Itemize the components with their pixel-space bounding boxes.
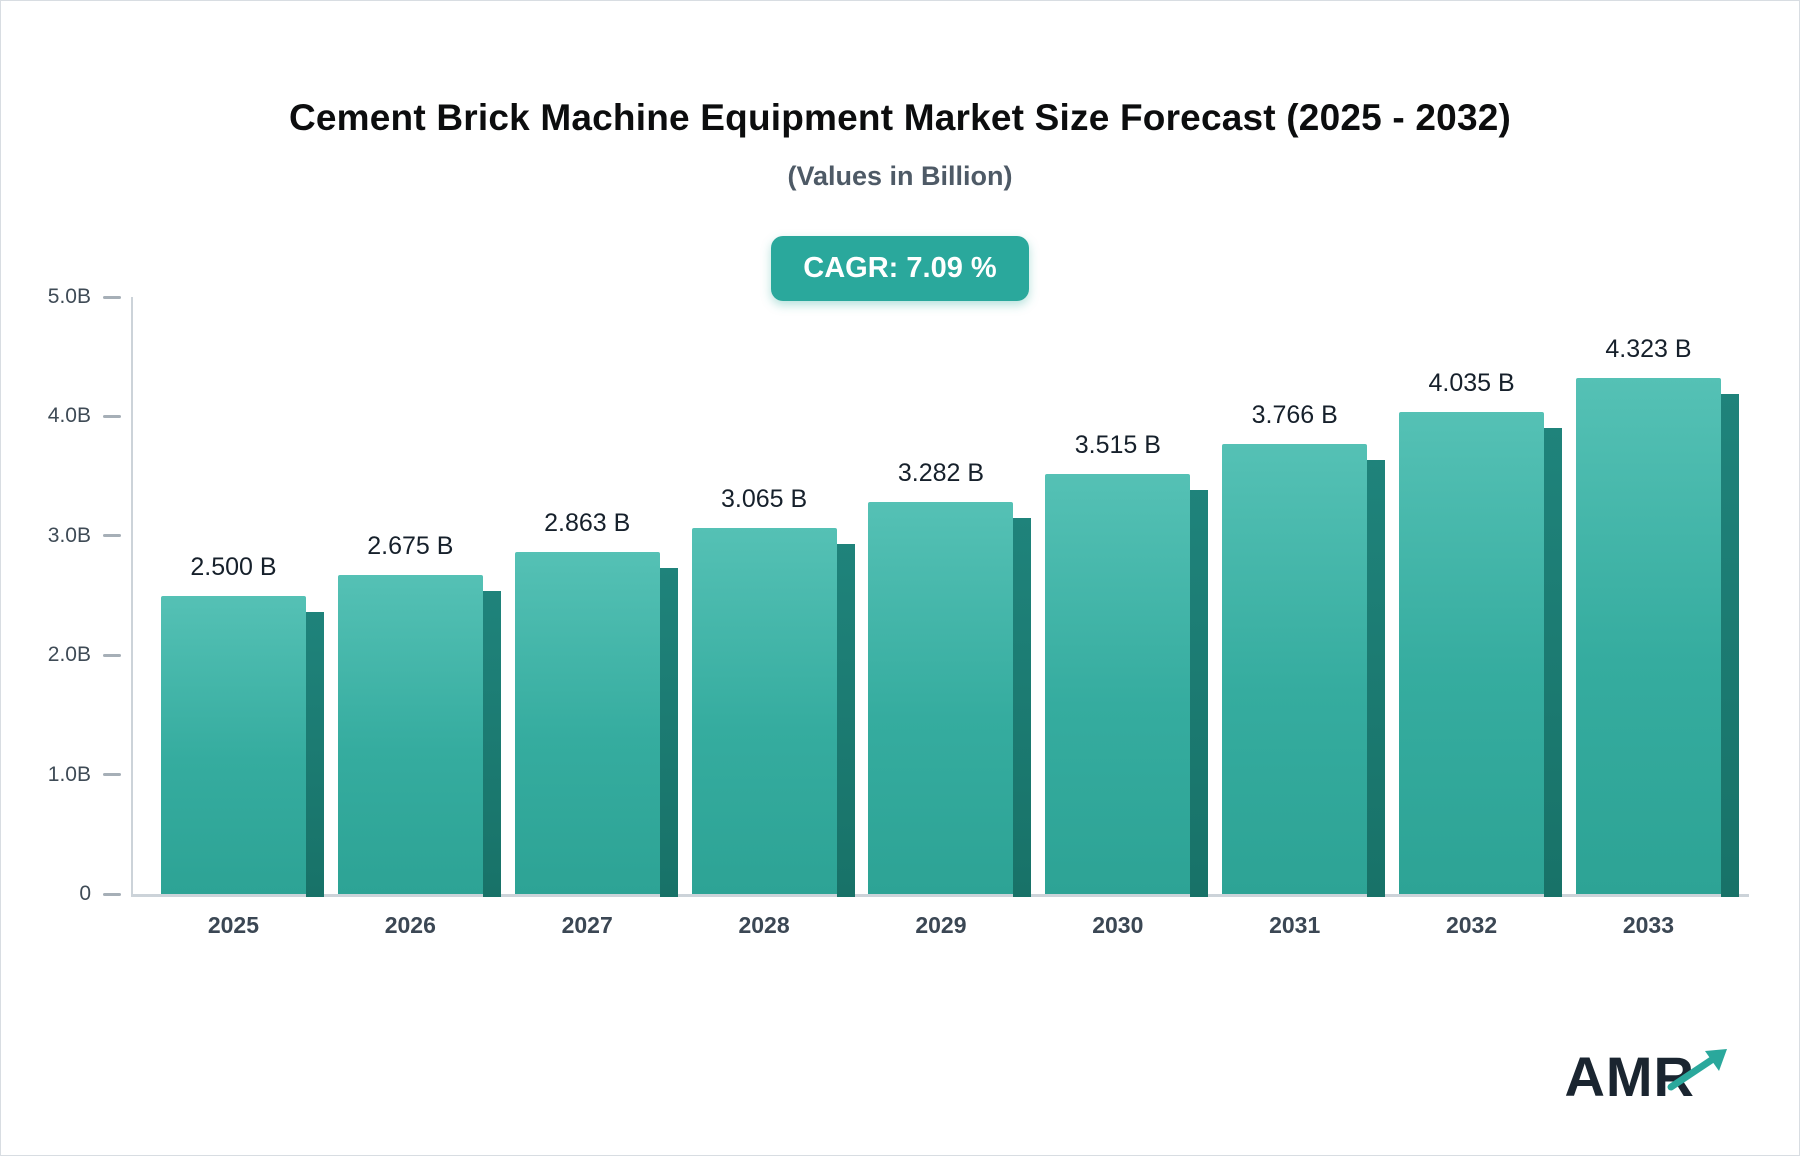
y-axis-tick: 3.0B: [48, 524, 121, 548]
bar: [1399, 412, 1563, 897]
bar-side-face: [482, 590, 501, 897]
bar-side-face: [1720, 393, 1739, 897]
bar: [1575, 377, 1739, 897]
bar-value-label: 2.500 B: [190, 552, 277, 581]
x-axis-label: 2026: [384, 912, 436, 938]
x-axis-label: 2032: [1445, 912, 1498, 938]
bar-value-label: 2.863 B: [544, 509, 631, 538]
bar: [691, 528, 855, 897]
bar-group: 2.500 B: [160, 297, 324, 897]
bar-side-face: [836, 544, 855, 897]
bar-group: 2.675 B: [337, 297, 501, 897]
bar-group: 4.323 B: [1575, 297, 1739, 897]
bar-side-face: [1190, 490, 1209, 897]
amr-logo: AMR: [1564, 1044, 1737, 1109]
x-axis-label: 2033: [1622, 912, 1675, 938]
bar-value-label: 3.282 B: [897, 459, 985, 488]
chart-header: Cement Brick Machine Equipment Market Si…: [1, 1, 1799, 192]
bar-group: 3.766 B: [1222, 297, 1386, 897]
bar-group: 3.515 B: [1045, 297, 1209, 897]
bar-group: 3.065 B: [691, 297, 855, 897]
chart-title: Cement Brick Machine Equipment Market Si…: [288, 97, 1512, 138]
bar-value-label: 4.323 B: [1605, 334, 1692, 363]
chart-area: 5.0B 4.0B 3.0B 2.0B 1.0B 0 2.500 B 2.675 B 2.86…: [48, 285, 1749, 938]
x-axis-label: 2030: [1092, 912, 1144, 938]
x-axis-labels: 2025 2026 2027 2028 2029 2030 2031 2032 2033: [133, 912, 1749, 939]
x-axis-label: 2028: [738, 912, 790, 938]
y-axis-tick: 1.0B: [48, 763, 121, 787]
y-axis-tick-mark: [103, 892, 121, 896]
y-axis-tick: 2.0B: [48, 643, 121, 667]
bar-side-face: [1013, 518, 1032, 897]
bar: [1045, 474, 1209, 897]
logo-arrow-icon: [1667, 1048, 1727, 1090]
y-axis-tick-label: 2.0B: [47, 643, 91, 667]
y-axis-tick-label: 4.0B: [47, 404, 91, 428]
bar-group: 4.035 B: [1399, 297, 1563, 897]
x-axis-label: 2029: [915, 912, 967, 938]
bar: [1222, 444, 1386, 897]
bar-side-face: [305, 611, 324, 897]
amr-logo-text: AMR: [1564, 1045, 1695, 1108]
y-axis-tick: 0: [79, 882, 121, 906]
bar-group: 2.863 B: [514, 297, 678, 897]
bar-value-label: 3.766 B: [1251, 401, 1338, 430]
bar-side-face: [659, 568, 678, 897]
cagr-badge: CAGR: 7.09 %: [771, 236, 1029, 301]
chart-subtitle: (Values in Billion): [787, 161, 1013, 191]
bar: [337, 574, 501, 897]
bar: [514, 552, 678, 897]
bar-value-label: 3.065 B: [720, 485, 808, 514]
bars-row: 2.500 B 2.675 B 2.863 B 3.065 B 3.282 B 3.515…: [133, 297, 1749, 897]
bar: [160, 595, 324, 897]
x-axis-label: 2031: [1269, 912, 1321, 938]
y-axis-tick: 4.0B: [48, 404, 121, 428]
y-axis-tick-mark: [103, 773, 121, 777]
y-axis-tick-label: 3.0B: [47, 523, 91, 547]
bar-side-face: [1544, 428, 1563, 897]
x-axis-label: 2027: [561, 912, 613, 938]
bar-value-label: 2.675 B: [367, 531, 454, 560]
cagr-badge-row: CAGR: 7.09 %: [1, 236, 1799, 301]
bar-value-label: 4.035 B: [1428, 369, 1515, 398]
y-axis-tick-mark: [103, 653, 121, 657]
bar: [868, 502, 1032, 897]
x-axis-label: 2025: [207, 912, 260, 938]
bar-side-face: [1367, 460, 1386, 897]
bar-group: 3.282 B: [868, 297, 1032, 897]
y-axis-tick-mark: [103, 534, 121, 538]
y-axis-tick-mark: [103, 414, 121, 418]
y-axis-tick-label: 0: [79, 882, 91, 905]
bar-value-label: 3.515 B: [1074, 431, 1161, 460]
y-axis-tick-label: 1.0B: [47, 762, 91, 786]
plot-area: 5.0B 4.0B 3.0B 2.0B 1.0B 0 2.500 B 2.675 B 2.86…: [48, 285, 1749, 938]
